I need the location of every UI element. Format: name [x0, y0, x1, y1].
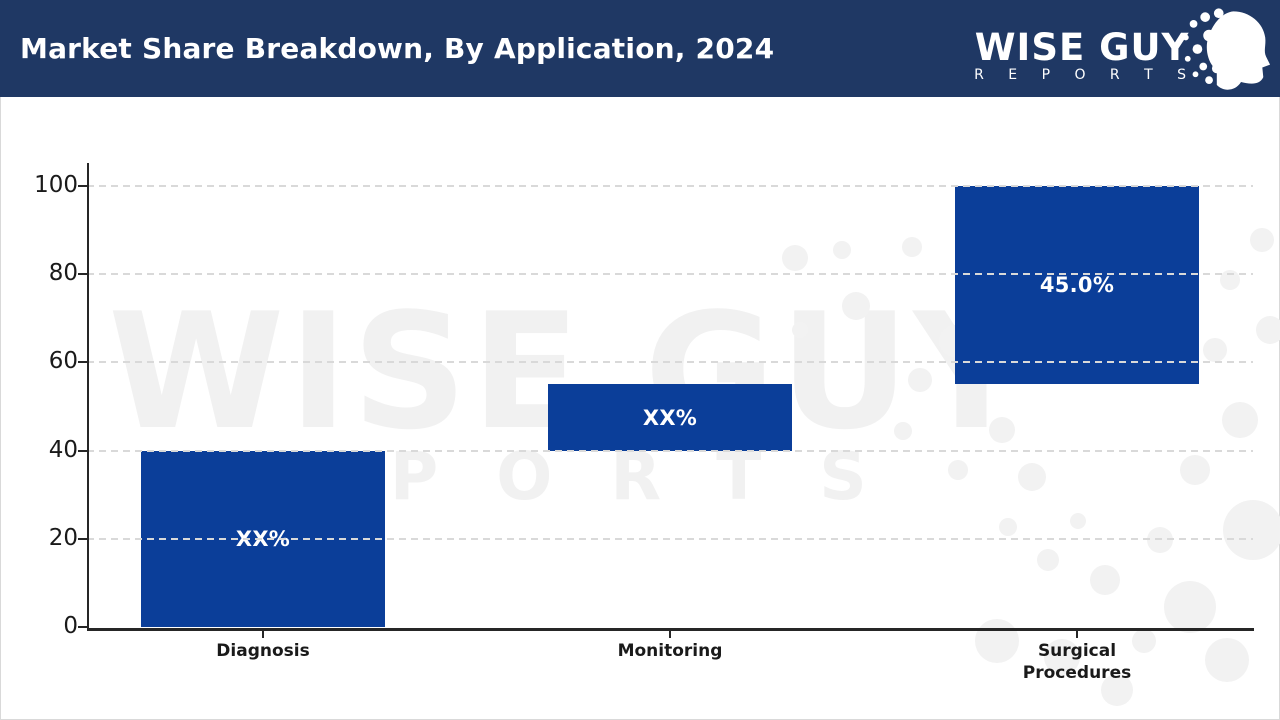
x-axis-category-label: Monitoring: [617, 641, 723, 661]
y-axis-tick-mark: [78, 537, 87, 540]
logo-wordmark-line2: R E P O R T S: [974, 67, 1196, 84]
header-bar: Market Share Breakdown, By Application, …: [0, 0, 1280, 97]
y-axis-tick-mark: [78, 626, 87, 628]
gridline: [87, 361, 1253, 364]
x-axis-line: [87, 628, 1254, 631]
y-axis-tick-label: 0: [63, 613, 78, 639]
gridline: [87, 537, 1253, 540]
gridline: [87, 449, 1253, 452]
y-axis-tick-mark: [78, 273, 87, 276]
y-axis-tick-label: 80: [48, 260, 78, 287]
x-axis-tick-mark: [262, 630, 264, 638]
x-axis-category-label: Diagnosis: [216, 641, 310, 661]
bar-value-label: 45.0%: [1039, 273, 1115, 298]
y-axis-tick-label: 60: [48, 348, 78, 375]
y-axis-line: [87, 163, 89, 629]
brand-logo: WISE GUY R E P O R T S: [968, 6, 1272, 96]
gridline: [87, 273, 1253, 276]
x-axis-tick-mark: [669, 630, 671, 638]
gridline: [87, 185, 1253, 187]
y-axis-tick-label: 100: [34, 172, 78, 198]
y-axis-tick-mark: [78, 185, 87, 187]
y-axis-tick-mark: [78, 449, 87, 452]
x-axis-category-label: Surgical Procedures: [1022, 641, 1132, 683]
x-axis-tick-mark: [1076, 630, 1078, 638]
y-axis-tick-label: 40: [48, 436, 78, 463]
bar-monitoring: XX%: [548, 384, 792, 451]
chart-title: Market Share Breakdown, By Application, …: [20, 32, 775, 65]
logo-wordmark: WISE GUY R E P O R T S: [968, 25, 1196, 84]
y-axis-tick-mark: [78, 361, 87, 364]
y-axis-tick-label: 20: [48, 524, 78, 551]
bar-surgical-procedures: 45.0%: [955, 186, 1199, 385]
logo-head-icon: [1182, 8, 1271, 90]
bar-value-label: XX%: [642, 405, 698, 430]
logo-wordmark-line1: WISE GUY: [974, 25, 1190, 69]
